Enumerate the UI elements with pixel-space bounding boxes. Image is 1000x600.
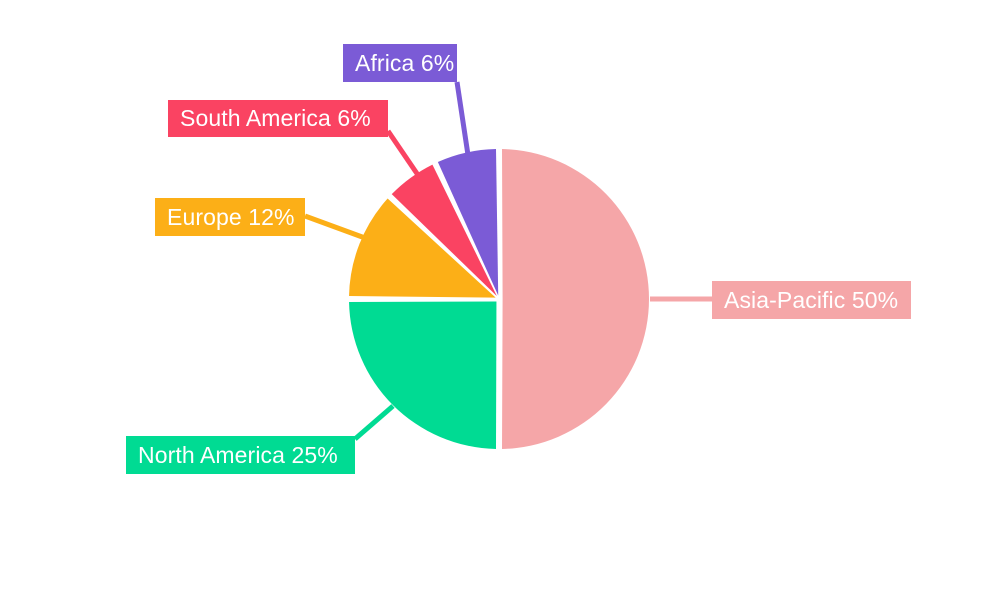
pie-slice-north-america[interactable]	[349, 301, 497, 449]
pie-slice-asia-pacific[interactable]	[502, 149, 649, 449]
pie-slice-europe[interactable]	[349, 198, 496, 298]
pie-label-north-america-text: North America 25%	[138, 441, 338, 468]
pie-label-asia-pacific-text: Asia-Pacific 50%	[724, 286, 899, 313]
pie-label-north-america[interactable]: North America 25%	[126, 436, 355, 474]
pie-label-europe[interactable]: Europe 12%	[155, 198, 305, 236]
leader-line-africa	[454, 81, 471, 156]
pie-label-south-america-text: South America 6%	[180, 105, 371, 131]
leader-line-north-america	[353, 404, 395, 441]
leader-line-south-america	[385, 129, 423, 180]
pie-slice-africa[interactable]	[437, 149, 499, 296]
pie-label-south-america[interactable]: South America 6%	[168, 100, 388, 137]
leader-line-europe	[304, 213, 366, 241]
pie-label-europe-text: Europe 12%	[167, 203, 295, 230]
pie-slice-south-america[interactable]	[391, 164, 497, 297]
pie-label-asia-pacific[interactable]: Asia-Pacific 50%	[712, 281, 911, 319]
pie-label-africa[interactable]: Africa 6%	[343, 44, 457, 82]
pie-label-africa-text: Africa 6%	[355, 49, 455, 76]
